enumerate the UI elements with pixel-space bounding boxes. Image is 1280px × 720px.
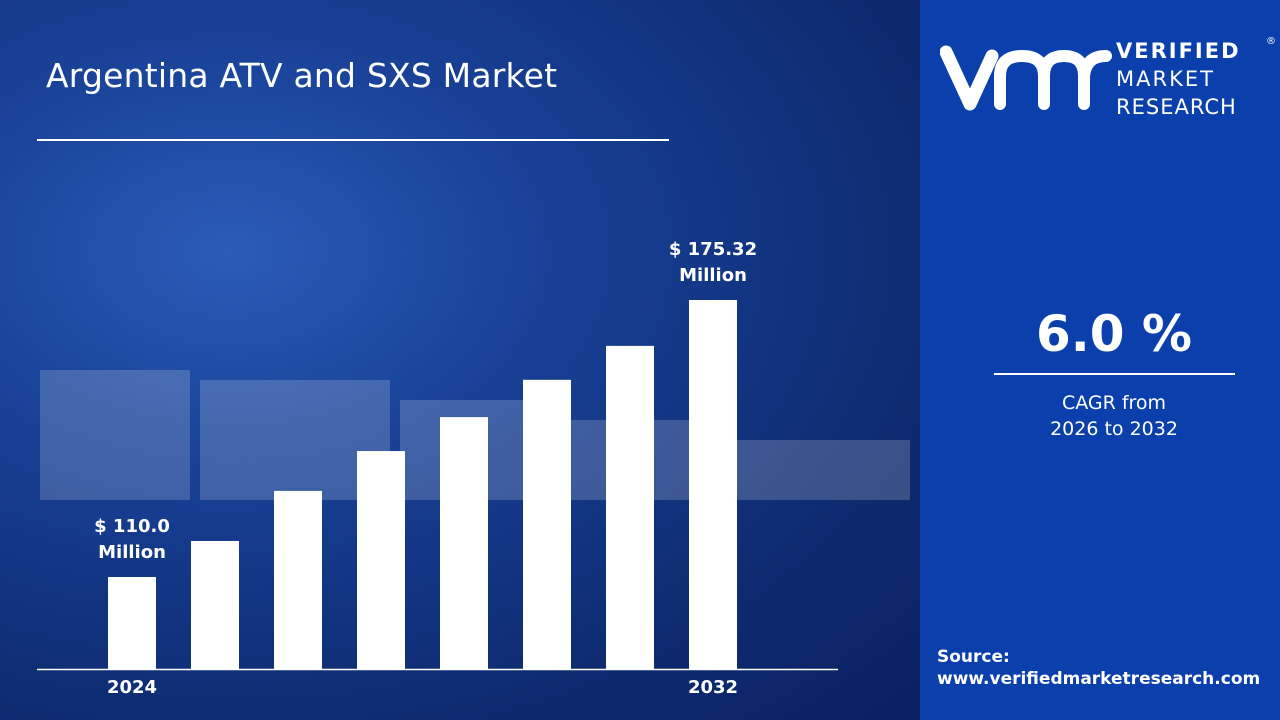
brand-line3: RESEARCH (1116, 95, 1237, 119)
bar (606, 345, 654, 669)
cagr-divider (994, 373, 1235, 375)
bar (108, 577, 156, 669)
source: Source: www.verifiedmarketresearch.com (937, 646, 1260, 690)
cagr-value: 6.0 % (1035, 305, 1193, 363)
bar (689, 300, 737, 669)
bar (191, 540, 239, 669)
data-label-unit: Million (98, 542, 166, 563)
cagr-line1: CAGR from (1061, 392, 1167, 414)
verified-market-research-logo: VERIFIED MARKET RESEARCH ® (940, 36, 1276, 119)
brand-line1: VERIFIED (1116, 39, 1241, 63)
source-label: Source: (937, 647, 1010, 667)
side-panel (920, 0, 1280, 720)
source-url[interactable]: www.verifiedmarketresearch.com (937, 669, 1261, 689)
registered-mark: ® (1266, 36, 1276, 47)
bar (440, 417, 488, 669)
cagr-caption: CAGR from 2026 to 2032 (994, 390, 1234, 442)
bar (357, 451, 405, 669)
bar-chart: 2024 2032 $ 110.0 Million $ 175.32 Million (0, 0, 920, 720)
cagr-line2: 2026 to 2032 (1050, 418, 1178, 440)
brand-line2: MARKET (1116, 67, 1215, 91)
chart-title: Argentina ATV and SXS Market (46, 56, 558, 95)
bar (523, 379, 571, 669)
x-tick-label: 2024 (107, 677, 157, 698)
bar (274, 490, 322, 669)
data-label-value: $ 110.0 (94, 516, 170, 537)
x-tick-label: 2032 (688, 677, 738, 698)
data-label-value: $ 175.32 (669, 239, 757, 260)
title-divider (37, 139, 669, 141)
data-label-unit: Million (679, 265, 747, 286)
